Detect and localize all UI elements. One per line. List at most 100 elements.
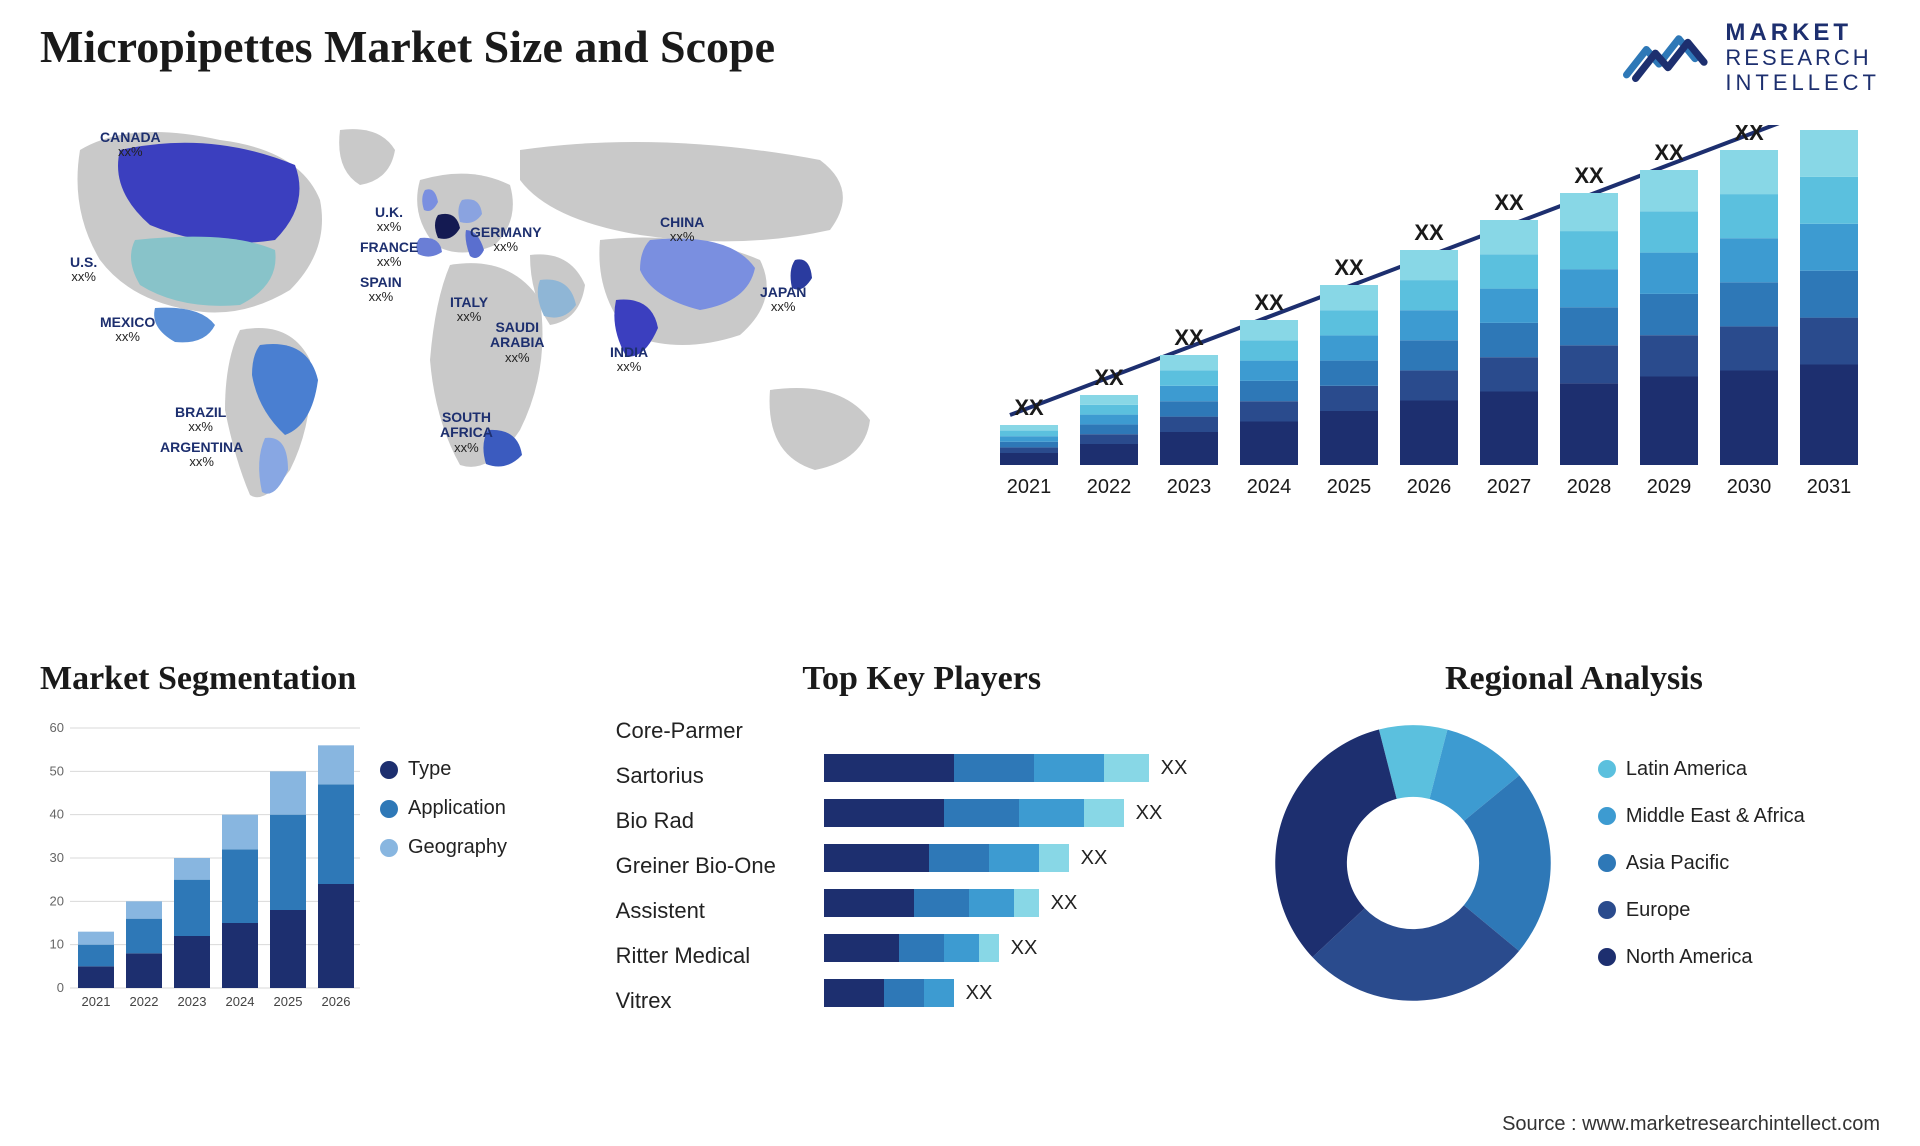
seg-bar-segment: [270, 771, 306, 814]
map-label: SPAINxx%: [360, 275, 402, 305]
player-bar-segment: [944, 934, 979, 962]
svg-text:30: 30: [50, 850, 64, 865]
growth-bar-segment: [1800, 224, 1858, 271]
seg-bar-segment: [126, 919, 162, 954]
segmentation-legend: TypeApplicationGeography: [380, 758, 507, 859]
legend-swatch: [1598, 760, 1616, 778]
player-bar: [824, 799, 1124, 827]
logo-text-2: RESEARCH: [1725, 46, 1880, 70]
seg-bar-segment: [222, 849, 258, 923]
player-bar-segment: [824, 979, 884, 1007]
player-bar-segment: [914, 889, 969, 917]
segmentation-title: Market Segmentation: [40, 660, 576, 698]
svg-text:XX: XX: [1654, 140, 1684, 165]
player-bar-row: XX: [824, 799, 1228, 827]
growth-bar-segment: [1480, 392, 1538, 466]
regional-donut: [1268, 718, 1558, 1008]
growth-bar-segment: [1000, 442, 1058, 448]
map-label: ITALYxx%: [450, 295, 488, 325]
brand-logo: MARKET RESEARCH INTELLECT: [1623, 20, 1880, 95]
seg-bar-segment: [126, 953, 162, 988]
legend-swatch: [380, 800, 398, 818]
player-bar-segment: [924, 979, 954, 1007]
player-label: Assistent: [616, 898, 806, 924]
growth-bar-segment: [1720, 282, 1778, 326]
growth-bar-segment: [1640, 211, 1698, 252]
player-bar: [824, 934, 999, 962]
svg-text:2024: 2024: [1247, 476, 1292, 498]
map-label: SOUTHAFRICAxx%: [440, 410, 493, 455]
key-players-panel: Top Key Players Core-ParmerSartoriusBio …: [616, 660, 1228, 1060]
legend-swatch: [1598, 948, 1616, 966]
map-label: INDIAxx%: [610, 345, 648, 375]
player-bar-segment: [1014, 889, 1039, 917]
legend-item: Type: [380, 758, 507, 781]
legend-item: Middle East & Africa: [1598, 805, 1805, 828]
player-bar-segment: [979, 934, 999, 962]
growth-bar-segment: [1160, 432, 1218, 465]
growth-bar-segment: [1720, 371, 1778, 466]
svg-text:XX: XX: [1014, 395, 1044, 420]
svg-text:2026: 2026: [322, 994, 351, 1009]
growth-bar-segment: [1480, 289, 1538, 323]
svg-text:XX: XX: [1734, 125, 1764, 145]
growth-bar-segment: [1560, 383, 1618, 465]
growth-bar-segment: [1320, 361, 1378, 386]
player-bar-segment: [1039, 844, 1069, 872]
seg-bar-segment: [174, 936, 210, 988]
growth-bar-segment: [1000, 436, 1058, 442]
growth-bar-segment: [1640, 253, 1698, 294]
svg-text:2029: 2029: [1647, 476, 1692, 498]
growth-bar-segment: [1320, 411, 1378, 465]
legend-item: Europe: [1598, 899, 1805, 922]
svg-text:2026: 2026: [1407, 476, 1452, 498]
player-label: Sartorius: [616, 763, 806, 789]
segmentation-chart: 0102030405060202120222023202420252026: [40, 718, 360, 1018]
growth-bar-segment: [1400, 340, 1458, 370]
growth-bar-segment: [1240, 401, 1298, 421]
svg-text:2021: 2021: [82, 994, 111, 1009]
player-value: XX: [966, 982, 993, 1005]
growth-bar-segment: [1000, 431, 1058, 437]
map-mexico: [154, 308, 215, 343]
growth-bar-segment: [1080, 395, 1138, 405]
growth-bar-segment: [1800, 271, 1858, 318]
growth-bar-segment: [1160, 417, 1218, 432]
svg-text:40: 40: [50, 807, 64, 822]
growth-bar-segment: [1080, 434, 1138, 444]
svg-text:2021: 2021: [1007, 476, 1052, 498]
svg-text:XX: XX: [1174, 325, 1204, 350]
seg-bar-segment: [222, 815, 258, 850]
svg-text:2022: 2022: [1087, 476, 1132, 498]
world-map: CANADAxx%U.S.xx%MEXICOxx%BRAZILxx%ARGENT…: [40, 110, 920, 510]
player-bar: [824, 889, 1039, 917]
player-label: Core-Parmer: [616, 718, 806, 744]
player-bar-segment: [824, 844, 929, 872]
seg-bar-segment: [318, 884, 354, 988]
svg-text:50: 50: [50, 763, 64, 778]
legend-label: Middle East & Africa: [1626, 805, 1805, 828]
seg-bar-segment: [174, 858, 210, 880]
growth-bar-segment: [1320, 335, 1378, 360]
svg-text:2025: 2025: [1327, 476, 1372, 498]
player-value: XX: [1161, 757, 1188, 780]
growth-bar-segment: [1080, 415, 1138, 425]
growth-bar-segment: [1080, 444, 1138, 465]
player-bar-segment: [824, 754, 954, 782]
map-label: JAPANxx%: [760, 285, 806, 315]
map-label: CHINAxx%: [660, 215, 704, 245]
player-bar-row: XX: [824, 889, 1228, 917]
growth-bar-segment: [1320, 285, 1378, 310]
svg-text:20: 20: [50, 893, 64, 908]
growth-bar-segment: [1720, 326, 1778, 370]
growth-bar-segment: [1800, 365, 1858, 466]
growth-bar-segment: [1240, 320, 1298, 340]
growth-bar-segment: [1560, 307, 1618, 345]
legend-swatch: [380, 839, 398, 857]
player-bar: [824, 844, 1069, 872]
legend-item: Application: [380, 797, 507, 820]
growth-bar-segment: [1560, 231, 1618, 269]
growth-bar-segment: [1800, 130, 1858, 177]
segmentation-panel: Market Segmentation 01020304050602021202…: [40, 660, 576, 1060]
player-bar-segment: [824, 799, 944, 827]
